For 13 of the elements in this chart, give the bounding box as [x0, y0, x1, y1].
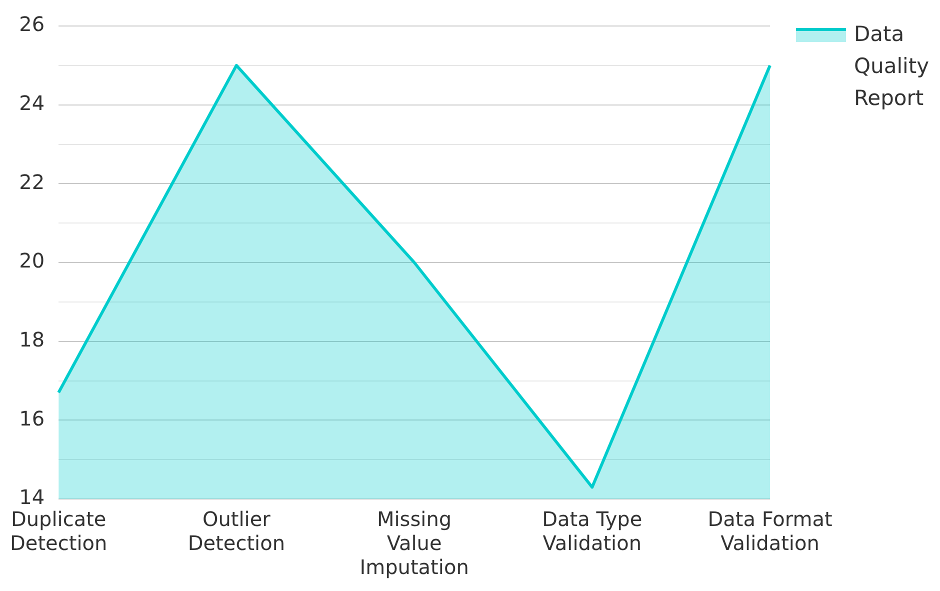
y-tick-label: 20 [19, 248, 45, 273]
x-tick-label: Data Type Validation [542, 507, 642, 556]
legend-label: Data Quality Report [854, 21, 930, 112]
y-tick-label: 18 [19, 328, 45, 352]
y-tick-label: 22 [19, 170, 45, 194]
y-tick-label: 24 [19, 91, 45, 116]
y-tick-label: 26 [19, 12, 45, 36]
y-tick-label: 14 [19, 485, 45, 510]
y-tick-label: 16 [19, 406, 45, 430]
x-tick-label: Data Format Validation [708, 507, 832, 556]
x-tick-label: Missing Value Imputation [360, 507, 469, 580]
x-tick-label: Outlier Detection [188, 507, 286, 556]
x-tick-label: Duplicate Detection [10, 507, 108, 556]
